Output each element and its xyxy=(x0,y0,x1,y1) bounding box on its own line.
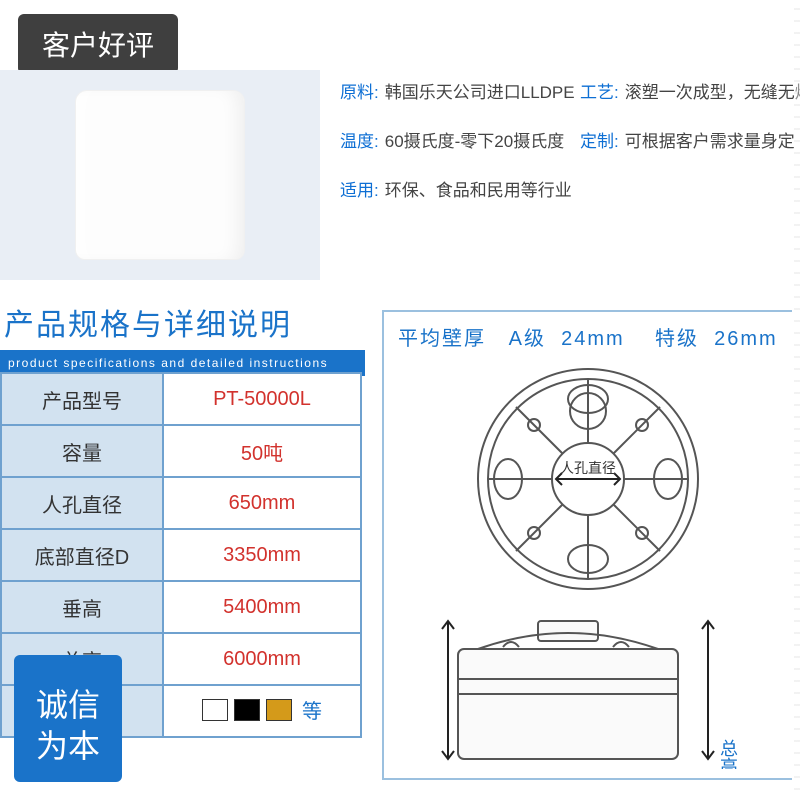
attr-custom: 定制: 可根据客户需求量身定 xyxy=(580,127,780,152)
attr-value: 60摄氏度-零下20摄氏度 xyxy=(385,127,564,152)
section-title: 产品规格与详细说明 product specifications and det… xyxy=(0,300,365,376)
badge-customer-praise: 客户好评 xyxy=(18,14,178,74)
attr-label: 工艺: xyxy=(580,78,619,103)
attr-label: 定制: xyxy=(580,127,619,152)
attr-label: 适用: xyxy=(340,176,379,201)
table-row: 底部直径D3350mm xyxy=(1,529,361,581)
grade-a-label: A级 xyxy=(509,328,546,350)
badge-line1: 诚信 xyxy=(36,685,100,727)
attr-value: 可根据客户需求量身定 xyxy=(625,127,795,152)
attr-application: 适用: 环保、食品和民用等行业 xyxy=(340,176,572,201)
spec-val: 6000mm xyxy=(163,633,361,685)
color-swatch xyxy=(202,699,228,721)
torn-edge-decoration xyxy=(794,0,800,800)
spec-val: 650mm xyxy=(163,477,361,529)
total-height-label: 总高 xyxy=(718,739,738,769)
attr-temperature: 温度: 60摄氏度-零下20摄氏度 xyxy=(340,127,540,152)
product-photo xyxy=(0,70,320,280)
attr-value: 韩国乐天公司进口LLDPE xyxy=(385,78,575,103)
table-row: 产品型号PT-50000L xyxy=(1,373,361,425)
badge-line2: 为本 xyxy=(36,726,100,768)
color-suffix: 等 xyxy=(302,695,322,724)
side-view-diagram: 总高 xyxy=(408,599,768,769)
table-row: 人孔直径650mm xyxy=(1,477,361,529)
spec-val: PT-50000L xyxy=(163,373,361,425)
section-title-cn: 产品规格与详细说明 xyxy=(0,300,365,344)
product-photo-shape xyxy=(75,90,245,260)
spec-key: 人孔直径 xyxy=(1,477,163,529)
attr-label: 温度: xyxy=(340,127,379,152)
attr-material: 原料: 韩国乐天公司进口LLDPE xyxy=(340,78,540,103)
attribute-block: 原料: 韩国乐天公司进口LLDPE 工艺: 滚塑一次成型，无缝无焊 温度: 60… xyxy=(340,78,800,225)
table-row: 容量50吨 xyxy=(1,425,361,477)
wall-thickness-line: 平均壁厚 A级 24mm 特级 26mm xyxy=(398,322,778,351)
diagram-panel: 平均壁厚 A级 24mm 特级 26mm xyxy=(382,310,792,780)
spec-key: 底部直径D xyxy=(1,529,163,581)
spec-key: 容量 xyxy=(1,425,163,477)
table-row: 垂高5400mm xyxy=(1,581,361,633)
color-swatch xyxy=(234,699,260,721)
badge-integrity: 诚信 为本 xyxy=(14,655,122,782)
spec-key: 垂高 xyxy=(1,581,163,633)
color-swatch xyxy=(266,699,292,721)
spec-val: 50吨 xyxy=(163,425,361,477)
spec-key: 产品型号 xyxy=(1,373,163,425)
wall-prefix: 平均壁厚 xyxy=(398,328,486,350)
grade-s-label: 特级 xyxy=(655,328,699,350)
spec-val: 3350mm xyxy=(163,529,361,581)
grade-s-value: 26mm xyxy=(714,328,778,350)
spec-val: 5400mm xyxy=(163,581,361,633)
manhole-label: 人孔直径 xyxy=(560,460,616,476)
attr-process: 工艺: 滚塑一次成型，无缝无焊 xyxy=(580,78,780,103)
grade-a-value: 24mm xyxy=(561,328,625,350)
color-swatches: 等 xyxy=(202,695,322,724)
top-view-diagram: 人孔直径 xyxy=(438,359,738,599)
spec-val-colors: 等 xyxy=(163,685,361,737)
attr-label: 原料: xyxy=(340,78,379,103)
attr-value: 滚塑一次成型，无缝无焊 xyxy=(625,78,800,103)
attr-value: 环保、食品和民用等行业 xyxy=(385,176,572,201)
